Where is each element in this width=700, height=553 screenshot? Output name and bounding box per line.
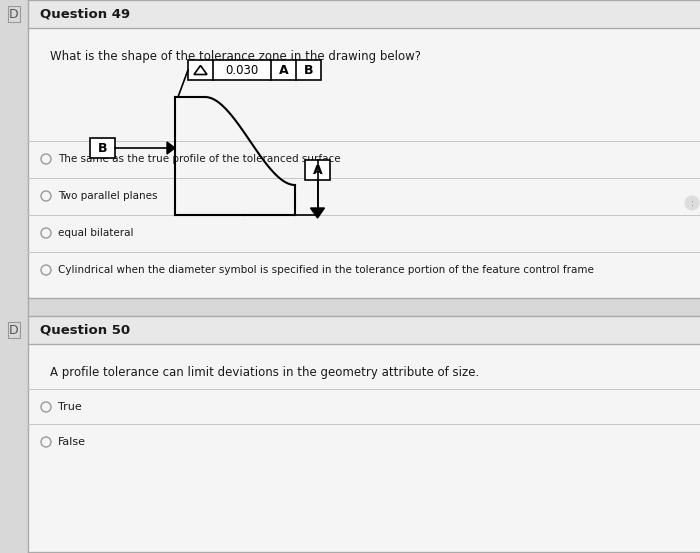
Text: D: D <box>9 324 19 336</box>
Text: A: A <box>279 64 288 76</box>
Text: Cylindrical when the diameter symbol is specified in the tolerance portion of th: Cylindrical when the diameter symbol is … <box>58 265 594 275</box>
Text: B: B <box>98 142 107 154</box>
Text: Two parallel planes: Two parallel planes <box>58 191 158 201</box>
Bar <box>28 298 700 316</box>
Text: :: : <box>691 199 694 207</box>
Text: D: D <box>9 8 19 20</box>
Text: equal bilateral: equal bilateral <box>58 228 134 238</box>
Polygon shape <box>311 208 325 218</box>
Bar <box>28 344 700 553</box>
Bar <box>28 316 700 344</box>
Text: The same as the true profile of the toleranced surface: The same as the true profile of the tole… <box>58 154 341 164</box>
Text: A profile tolerance can limit deviations in the geometry attribute of size.: A profile tolerance can limit deviations… <box>50 366 480 379</box>
Bar <box>28 0 700 28</box>
Polygon shape <box>167 142 175 154</box>
Text: A: A <box>313 164 322 176</box>
Bar <box>305 160 330 180</box>
Circle shape <box>685 196 699 210</box>
Bar <box>188 60 321 80</box>
Text: Question 49: Question 49 <box>40 8 130 20</box>
Text: What is the shape of the tolerance zone in the drawing below?: What is the shape of the tolerance zone … <box>50 50 421 63</box>
Text: B: B <box>304 64 314 76</box>
Bar <box>28 28 700 298</box>
Bar <box>90 138 115 158</box>
Bar <box>0 0 28 553</box>
Text: True: True <box>58 402 82 412</box>
Text: False: False <box>58 437 86 447</box>
Text: 0.030: 0.030 <box>225 64 258 76</box>
Text: Question 50: Question 50 <box>40 324 130 336</box>
